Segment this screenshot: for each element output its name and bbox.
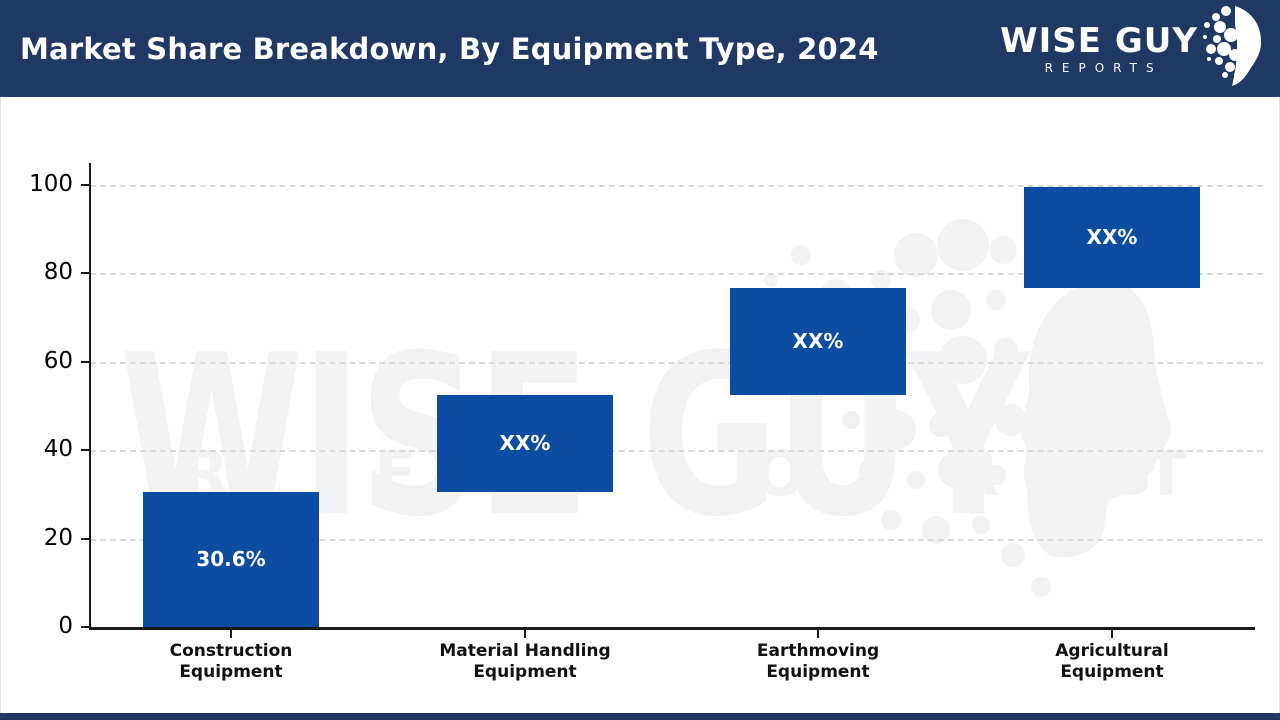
x-axis-tick: [230, 630, 232, 638]
x-axis-tick: [817, 630, 819, 638]
y-axis-tick: [81, 360, 89, 363]
bar-value-label: XX%: [792, 329, 844, 354]
category-label: Agricultural Equipment: [1055, 641, 1169, 682]
gridline: [90, 184, 1263, 187]
y-axis-tick: [81, 626, 89, 628]
watermark-reports-text: R E P O R T S: [181, 437, 1280, 510]
y-axis-tick-label: 40: [43, 436, 73, 462]
bar-segment: XX%: [437, 394, 613, 492]
y-axis-line: [89, 163, 91, 630]
y-axis-tick-label: 20: [43, 524, 73, 551]
dotted-face-icon: [1203, 6, 1262, 86]
chart-title: Market Share Breakdown, By Equipment Typ…: [20, 31, 879, 66]
footer-bar: [0, 713, 1280, 720]
y-axis-tick: [81, 272, 89, 274]
y-axis-tick: [81, 449, 89, 451]
category-label: Construction Equipment: [169, 641, 293, 682]
gridline: [90, 361, 1263, 364]
y-axis-tick-label: 80: [43, 259, 73, 285]
bar-segment: XX%: [730, 288, 906, 395]
bar-value-label: XX%: [1086, 225, 1138, 250]
bar-value-label: XX%: [499, 431, 551, 456]
gridline: [90, 273, 1263, 275]
gridline: [90, 450, 1263, 452]
logo-sub-text: REPORTS: [1044, 60, 1163, 75]
y-axis-tick-label: 0: [58, 613, 73, 639]
bar-segment: XX%: [1024, 186, 1200, 289]
y-axis-tick-label: 100: [29, 170, 73, 197]
y-axis-tick-label: 60: [43, 347, 73, 374]
x-axis-tick: [1111, 630, 1113, 638]
x-axis-tick: [524, 630, 526, 638]
category-label: Earthmoving Equipment: [756, 641, 880, 682]
brand-logo: WISE GUY REPORTS: [1000, 6, 1264, 88]
header-bar: Market Share Breakdown, By Equipment Typ…: [0, 0, 1280, 97]
bar-segment: 30.6%: [143, 491, 319, 627]
y-axis-tick: [81, 537, 89, 540]
logo-brand-text: WISE GUY: [1000, 20, 1198, 61]
gridline: [90, 538, 1263, 541]
bar-value-label: 30.6%: [196, 547, 266, 572]
category-label: Material Handling Equipment: [439, 641, 611, 682]
x-axis-line: [89, 627, 1255, 630]
y-axis-tick: [81, 183, 89, 186]
chart-area: WISE GUY R E P O R T S 02040608010030.6%…: [0, 97, 1280, 713]
